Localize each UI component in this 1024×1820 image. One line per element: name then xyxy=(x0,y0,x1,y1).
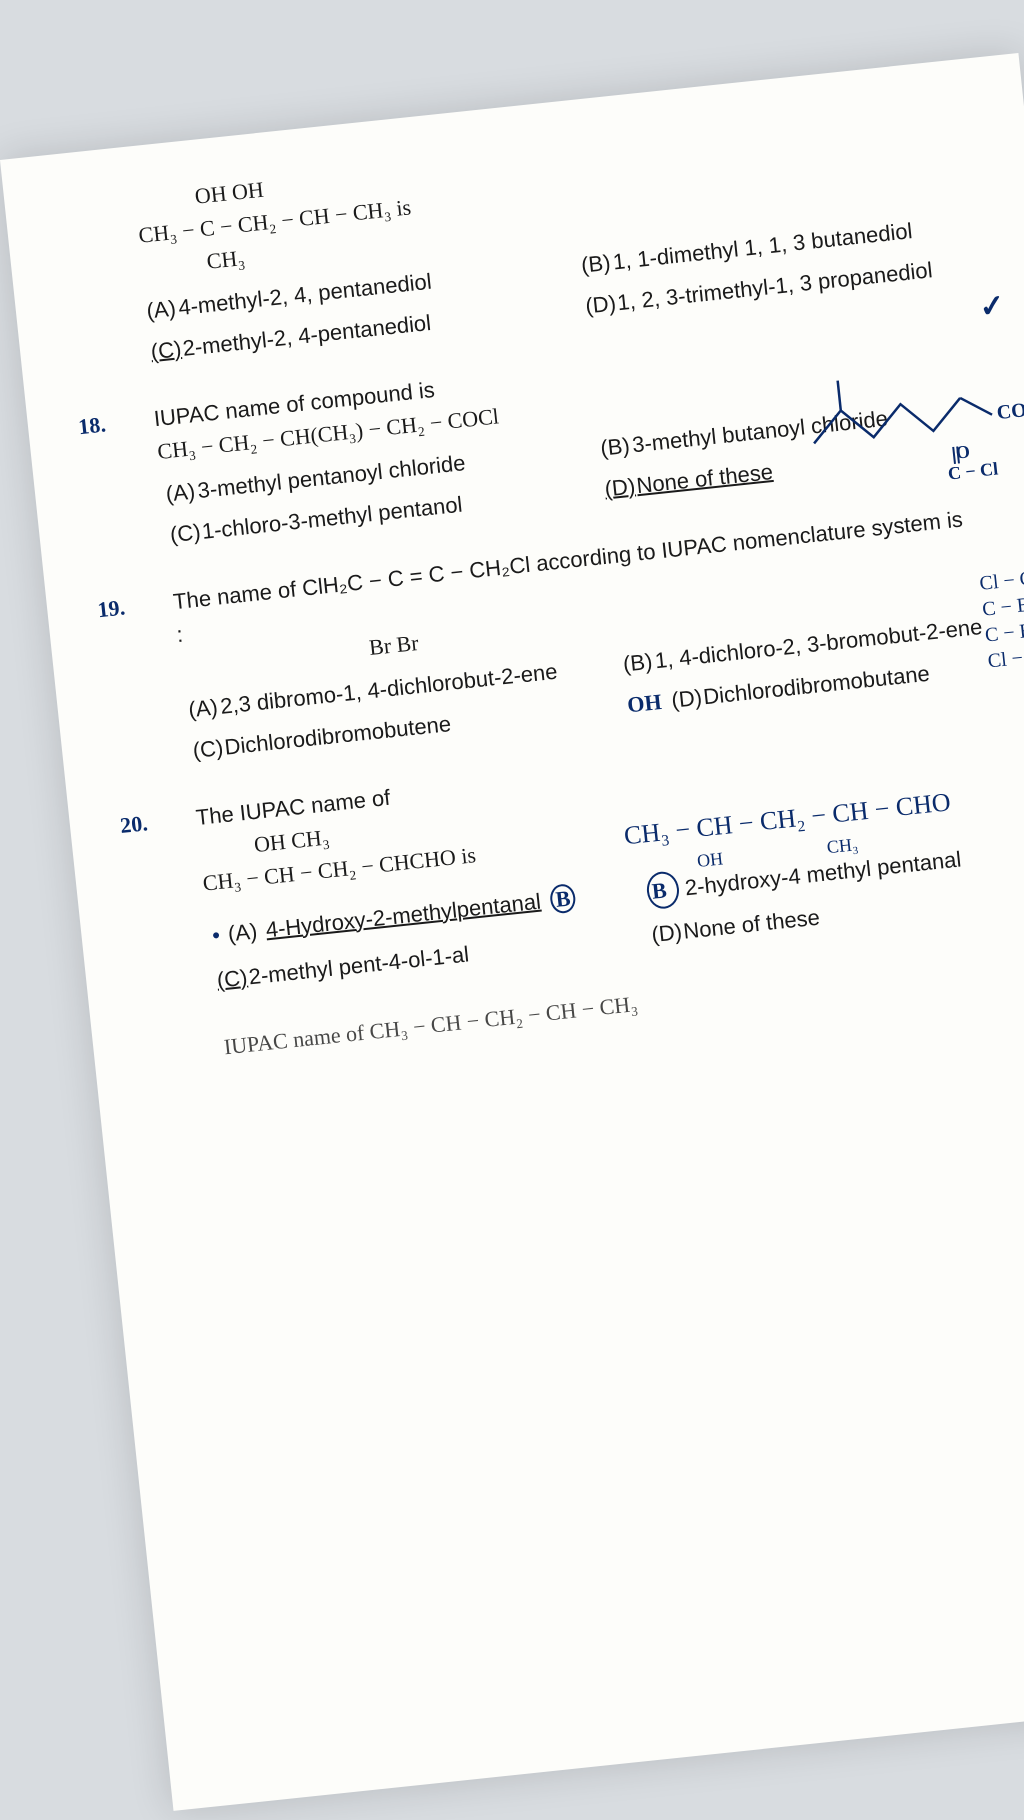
q20-stem: The IUPAC name of OH CH₃ CH₃ − CH − CH₂ … xyxy=(194,773,477,900)
q20-bullet: • xyxy=(211,922,221,948)
q17-structure: OH OH CH₃ − C − CH₂ − CH − CH₃ is CH₃ xyxy=(133,158,416,285)
q20-num: 20. xyxy=(119,803,182,842)
q18-tick: ✓ xyxy=(977,283,1007,330)
q19-oh-note: OH xyxy=(626,689,663,717)
q20-d-text: None of these xyxy=(682,905,821,944)
q20-hs2: CH₃ xyxy=(826,834,859,857)
q18-d-text: None of these xyxy=(635,459,774,498)
worksheet-page: OH OH CH₃ − C − CH₂ − CH − CH₃ is CH₃ (A… xyxy=(0,53,1024,1811)
q21-stem: IUPAC name of CH₃ − CH − CH₂ − CH − CH₃ xyxy=(223,991,639,1059)
q20-a-mark: B xyxy=(549,883,577,914)
q20-hs1: OH xyxy=(696,848,724,871)
q19-num: 19. xyxy=(96,587,159,626)
q18-num: 18. xyxy=(77,404,140,443)
